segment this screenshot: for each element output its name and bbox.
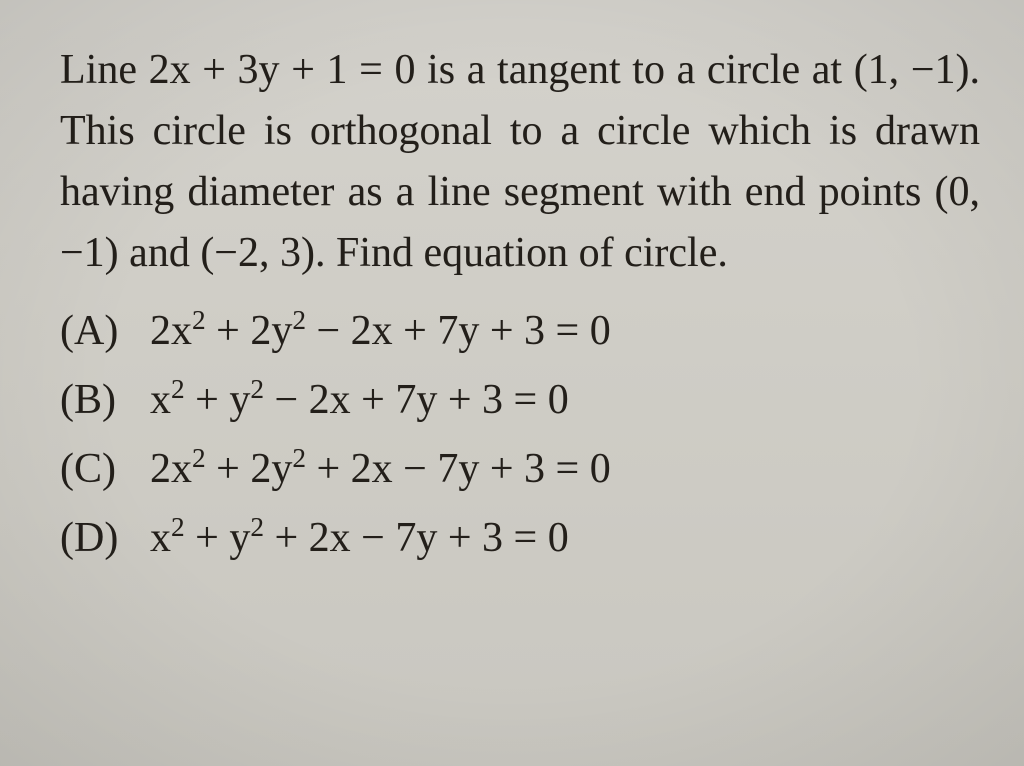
option-a: (A)2x2 + 2y2 − 2x + 7y + 3 = 0 bbox=[60, 298, 980, 365]
option-b-expression: x2 + y2 − 2x + 7y + 3 = 0 bbox=[150, 377, 569, 423]
option-c-expression: 2x2 + 2y2 + 2x − 7y + 3 = 0 bbox=[150, 446, 611, 492]
option-d: (D)x2 + y2 + 2x − 7y + 3 = 0 bbox=[60, 505, 980, 572]
options-list: (A)2x2 + 2y2 − 2x + 7y + 3 = 0 (B)x2 + y… bbox=[60, 298, 980, 573]
option-c: (C)2x2 + 2y2 + 2x − 7y + 3 = 0 bbox=[60, 436, 980, 503]
option-a-label: (A) bbox=[60, 298, 150, 365]
page: Line 2x + 3y + 1 = 0 is a tangent to a c… bbox=[0, 0, 1024, 766]
option-c-label: (C) bbox=[60, 436, 150, 503]
option-b-label: (B) bbox=[60, 367, 150, 434]
option-d-label: (D) bbox=[60, 505, 150, 572]
option-d-expression: x2 + y2 + 2x − 7y + 3 = 0 bbox=[150, 515, 569, 561]
option-b: (B)x2 + y2 − 2x + 7y + 3 = 0 bbox=[60, 367, 980, 434]
question-text: Line 2x + 3y + 1 = 0 is a tangent to a c… bbox=[60, 40, 980, 284]
option-a-expression: 2x2 + 2y2 − 2x + 7y + 3 = 0 bbox=[150, 308, 611, 354]
